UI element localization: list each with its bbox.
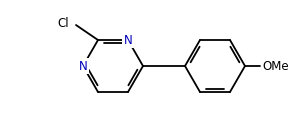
Text: OMe: OMe xyxy=(262,59,289,72)
Text: N: N xyxy=(124,34,132,47)
Text: Cl: Cl xyxy=(57,17,69,30)
Text: N: N xyxy=(79,59,87,72)
